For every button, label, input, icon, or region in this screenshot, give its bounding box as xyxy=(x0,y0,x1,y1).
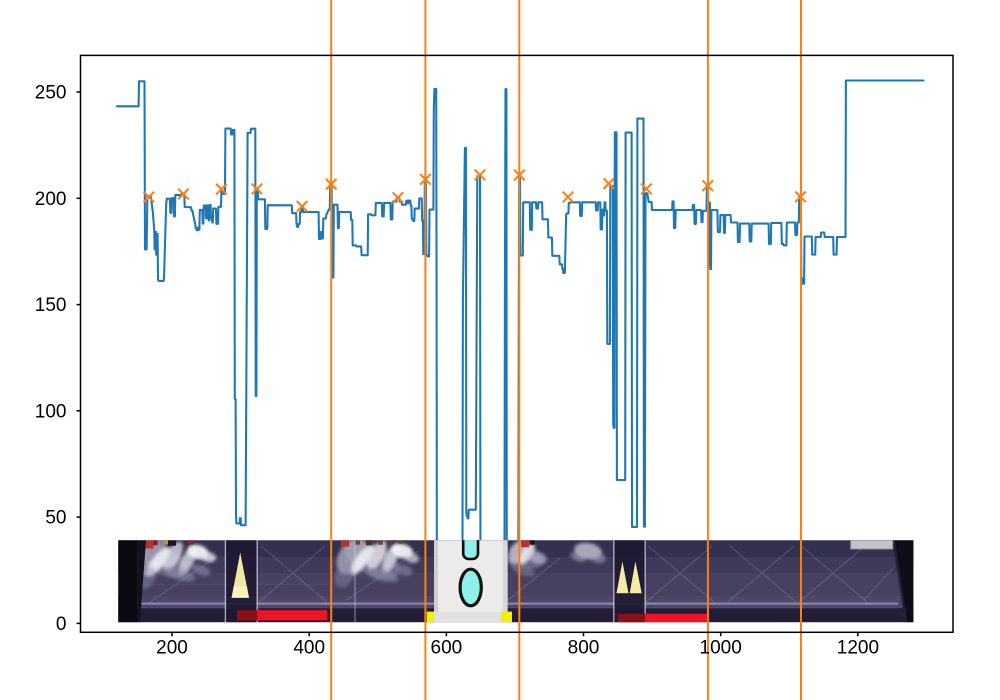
svg-text:200: 200 xyxy=(35,189,67,210)
svg-text:150: 150 xyxy=(35,295,67,316)
svg-text:50: 50 xyxy=(45,508,66,529)
svg-text:100: 100 xyxy=(35,401,67,422)
svg-text:250: 250 xyxy=(35,83,67,104)
svg-text:200: 200 xyxy=(156,638,188,659)
svg-text:400: 400 xyxy=(293,638,325,659)
svg-text:600: 600 xyxy=(431,638,463,659)
svg-text:1200: 1200 xyxy=(837,638,879,659)
svg-text:800: 800 xyxy=(568,638,600,659)
svg-text:0: 0 xyxy=(56,614,67,635)
svg-text:1000: 1000 xyxy=(700,638,742,659)
